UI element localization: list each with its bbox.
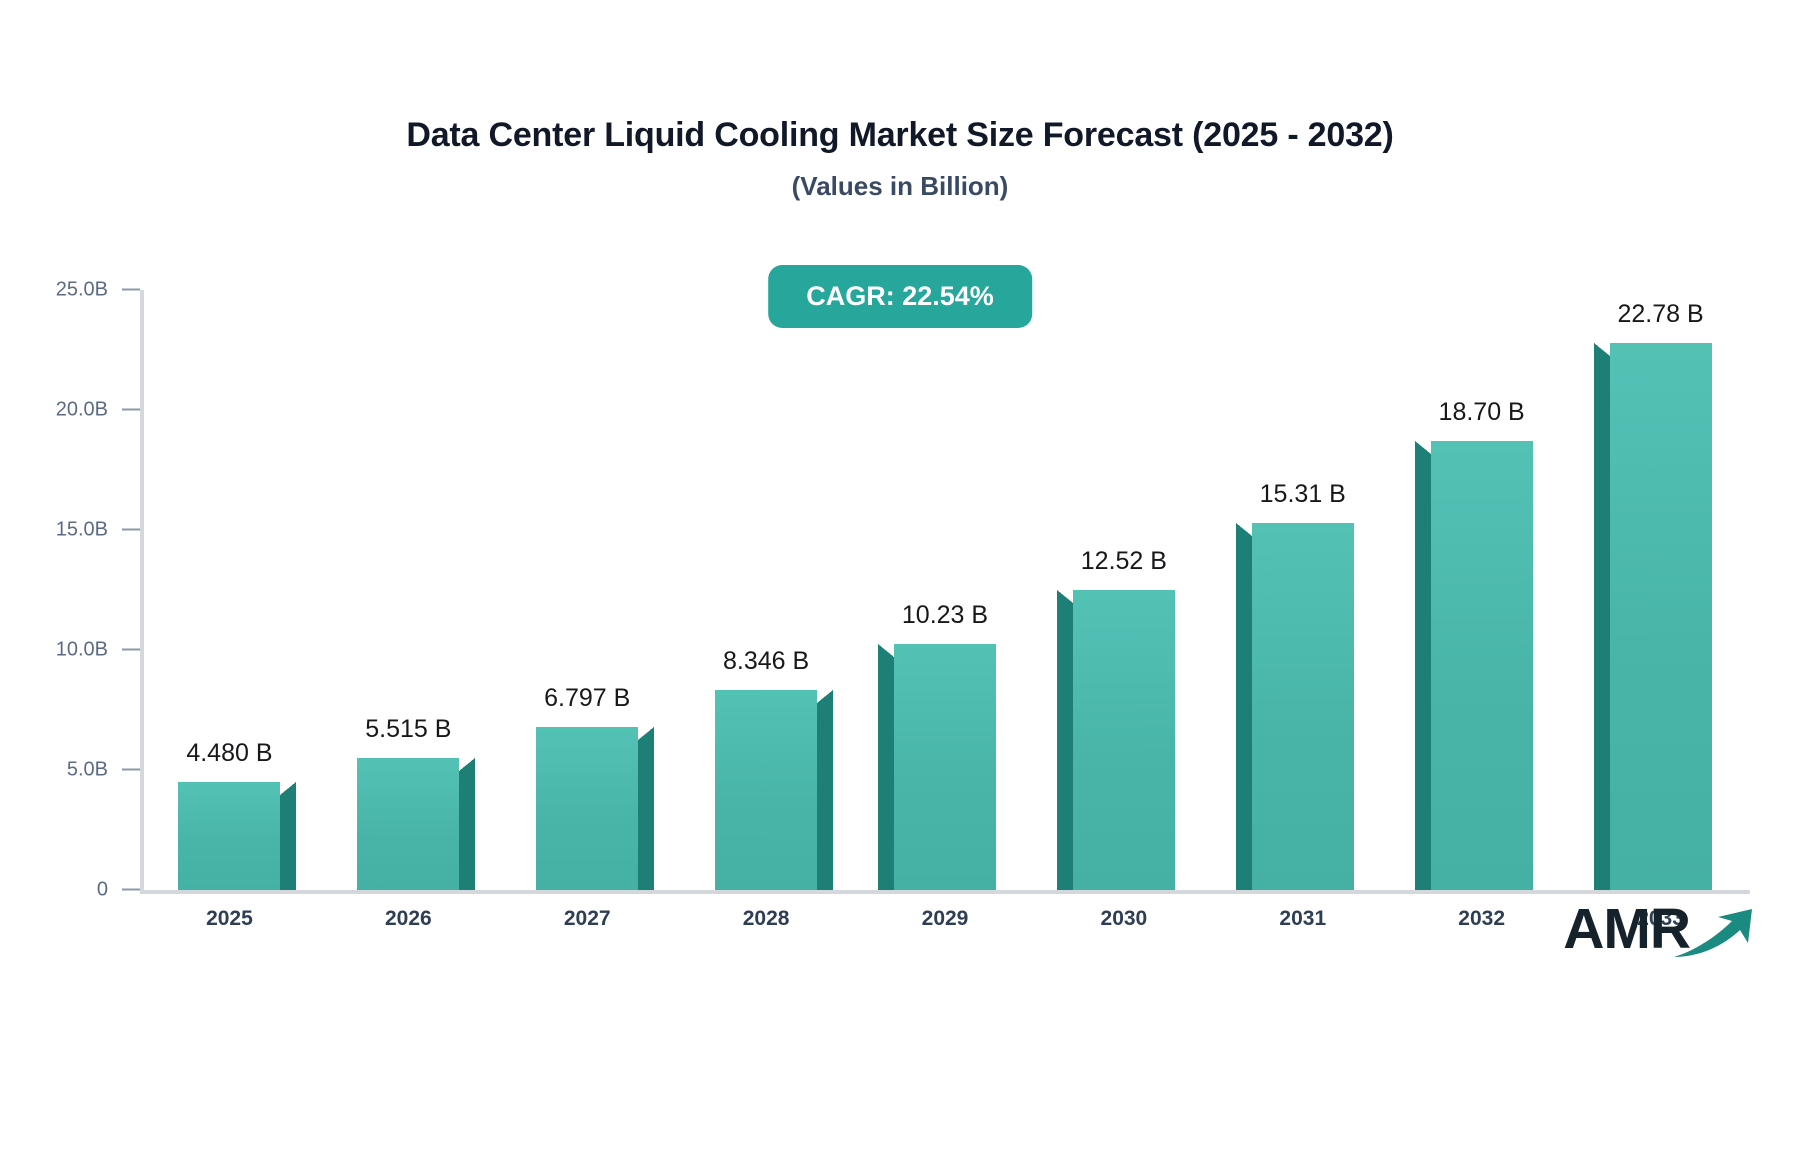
bar-side-face <box>1235 535 1252 890</box>
bar-side-face <box>878 657 895 890</box>
bar-3d-body: 15.31 B <box>1235 290 1354 890</box>
x-axis-line <box>140 890 1750 894</box>
bar-column[interactable]: 12.52 B <box>1056 290 1175 890</box>
y-axis-tick: 5.0B <box>0 759 140 782</box>
bar-side-face <box>1414 454 1431 890</box>
bar-column[interactable]: 18.70 B <box>1414 290 1533 890</box>
bar-3d-body: 6.797 B <box>536 290 655 890</box>
y-axis-tick-label: 5.0B <box>66 758 108 781</box>
x-axis-label: 2025 <box>206 907 253 930</box>
x-axis-label: 2028 <box>742 907 790 930</box>
bar-side-face <box>1056 602 1073 890</box>
y-axis-line <box>140 290 144 890</box>
bar-front-face <box>357 757 460 890</box>
growth-arrow-icon <box>1672 907 1758 968</box>
bar-top-bevel <box>459 757 476 771</box>
bar-value-label: 18.70 B <box>1438 398 1525 427</box>
y-axis-tick-label: 10.0B <box>55 638 108 661</box>
x-axis-label: 2031 <box>1279 907 1327 930</box>
bar-top-bevel <box>1593 343 1610 357</box>
x-axis-label: 2032 <box>1458 907 1506 930</box>
bar-front-face <box>1609 343 1712 890</box>
bar-value-label: 15.31 B <box>1259 479 1346 508</box>
y-axis-tick: 15.0B <box>0 519 140 542</box>
x-axis-label: 2029 <box>921 907 969 930</box>
page-title: Data Center Liquid Cooling Market Size F… <box>406 116 1394 154</box>
bar-top-bevel <box>878 644 895 658</box>
bar-3d-body: 10.23 B <box>878 290 996 890</box>
bar-front-face <box>1251 522 1354 890</box>
bar-column[interactable]: 10.23 B <box>878 290 996 890</box>
bar-value-label: 8.346 B <box>723 646 810 675</box>
x-axis-label: 2026 <box>384 907 432 930</box>
bar-front-face <box>715 689 818 890</box>
plot-area: 0 5.0B 10.0B 15.0B 20.0B 25.0B 4.480 B 5.515 B… <box>56 279 1750 901</box>
bar-front-face <box>894 644 996 890</box>
y-axis-tick-dash <box>122 408 140 411</box>
bar-3d-body: 12.52 B <box>1056 290 1175 890</box>
bar-3d-body: 22.78 B <box>1593 290 1712 890</box>
bar-value-label: 6.797 B <box>544 683 631 712</box>
bar-top-bevel <box>1235 522 1252 536</box>
bar-value-label: 22.78 B <box>1617 300 1704 329</box>
bar-column[interactable]: 4.480 B <box>178 290 297 890</box>
bar-top-bevel <box>638 726 655 740</box>
cagr-badge: CAGR: 22.54% <box>768 265 1032 328</box>
bar-column[interactable]: 15.31 B <box>1235 290 1354 890</box>
bar-front-face <box>1430 441 1533 890</box>
y-axis-tick-label: 0 <box>96 878 108 901</box>
x-axis-labels: 2025 2026 2027 2028 2029 2030 2031 2032 2033 <box>140 908 1750 942</box>
bar-top-bevel <box>1414 441 1431 455</box>
bar-top-bevel <box>280 782 297 796</box>
bar-top-bevel <box>1056 589 1073 603</box>
y-axis-tick-dash <box>122 888 140 891</box>
bar-value-label: 10.23 B <box>901 601 989 630</box>
bar-front-face <box>536 726 639 890</box>
bar-column[interactable]: 22.78 B <box>1593 290 1712 890</box>
bar-column[interactable]: 8.346 B <box>715 290 834 890</box>
bar-side-face <box>1593 356 1610 890</box>
bar-value-label: 12.52 B <box>1080 546 1167 575</box>
y-axis-tick: 25.0B <box>0 279 140 302</box>
amr-logo: AMR <box>1563 891 1758 968</box>
bar-top-bevel <box>817 689 834 703</box>
bar-side-face <box>817 702 834 890</box>
y-axis-tick-dash <box>122 768 140 771</box>
y-axis-tick-label: 15.0B <box>55 518 108 541</box>
logo-text: AMR <box>1563 897 1691 961</box>
bar-value-label: 5.515 B <box>365 714 452 743</box>
bar-3d-body: 4.480 B <box>178 290 297 890</box>
y-axis-tick: 0 <box>0 879 140 902</box>
bar-3d-body: 5.515 B <box>357 290 476 890</box>
x-axis-label: 2027 <box>563 907 611 930</box>
bar-front-face <box>178 782 281 890</box>
y-axis-tick-dash <box>122 648 140 651</box>
y-axis-tick-label: 25.0B <box>55 278 108 301</box>
bar-side-face <box>459 770 476 890</box>
chart-subtitle: (Values in Billion) <box>791 171 1009 201</box>
y-axis-tick-label: 20.0B <box>55 398 108 421</box>
bar-column[interactable]: 5.515 B <box>357 290 476 890</box>
y-axis-tick-dash <box>122 528 140 531</box>
bar-3d-body: 18.70 B <box>1414 290 1533 890</box>
bar-side-face <box>280 795 297 890</box>
y-axis-tick-dash <box>122 288 140 291</box>
bar-series: 4.480 B 5.515 B 6.797 B 8.346 B 10.23 B 12.52… <box>140 290 1750 890</box>
bar-column[interactable]: 6.797 B <box>536 290 655 890</box>
bar-3d-body: 8.346 B <box>715 290 834 890</box>
bar-value-label: 4.480 B <box>186 739 273 768</box>
bar-front-face <box>1072 589 1175 890</box>
x-axis-label: 2030 <box>1100 907 1148 930</box>
y-axis-tick: 20.0B <box>0 399 140 422</box>
y-axis-tick: 10.0B <box>0 639 140 662</box>
bar-side-face <box>638 739 655 890</box>
x-axis-label: 2033 <box>1637 907 1684 930</box>
